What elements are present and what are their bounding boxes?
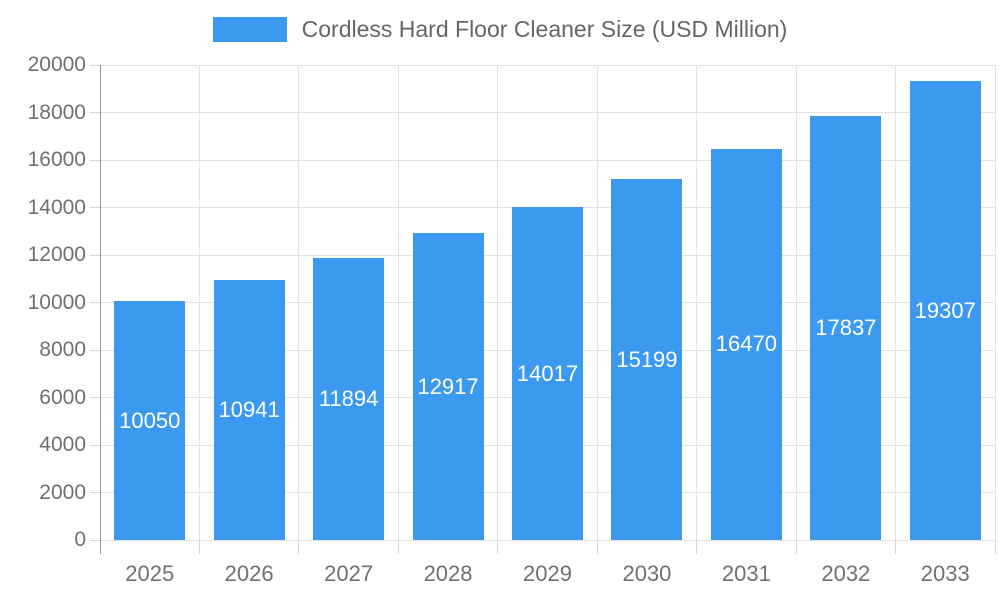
y-axis-tick xyxy=(90,444,100,446)
gridline-vertical xyxy=(596,65,598,540)
x-axis-label: 2025 xyxy=(125,561,175,586)
y-axis-label: 18000 xyxy=(27,100,86,124)
y-axis-label: 16000 xyxy=(27,148,86,171)
x-axis-label: 2029 xyxy=(523,561,572,586)
y-axis-label: 12000 xyxy=(27,243,86,266)
y-axis-tick xyxy=(90,397,100,398)
y-axis-label: 2000 xyxy=(39,480,86,504)
x-axis-tick xyxy=(397,540,399,554)
x-axis-tick xyxy=(795,540,797,554)
y-axis-tick xyxy=(90,254,100,256)
x-axis-tick xyxy=(497,540,499,554)
y-axis-tick xyxy=(90,159,100,161)
x-axis-tick xyxy=(696,540,698,554)
x-axis-tick xyxy=(895,540,897,554)
x-axis-tick xyxy=(994,540,996,554)
bar: 16470 xyxy=(710,148,782,540)
gridline-vertical xyxy=(994,65,996,540)
legend-label: Cordless Hard Floor Cleaner Size (USD Mi… xyxy=(301,16,788,42)
bar: 10050 xyxy=(114,301,186,540)
gridline-vertical xyxy=(497,65,499,540)
gridline-vertical xyxy=(895,65,897,540)
y-axis-tick xyxy=(90,207,100,208)
bar-value-label: 12917 xyxy=(417,373,479,399)
bar: 17837 xyxy=(810,116,882,540)
gridline-vertical xyxy=(397,65,399,540)
bar: 11894 xyxy=(313,257,385,540)
gridline-vertical xyxy=(795,65,797,540)
y-axis-tick xyxy=(90,112,100,113)
gridline-vertical xyxy=(696,65,698,540)
y-axis-label: 10000 xyxy=(27,290,86,314)
bar: 10941 xyxy=(213,280,285,540)
x-axis-tick xyxy=(596,540,598,554)
y-axis-label: 6000 xyxy=(39,385,86,409)
x-axis-label: 2033 xyxy=(920,561,970,586)
bar: 15199 xyxy=(611,179,683,540)
y-axis-tick xyxy=(90,349,100,351)
bar-value-label: 10941 xyxy=(218,397,280,423)
y-axis-tick xyxy=(90,64,100,66)
gridline-horizontal xyxy=(100,159,995,161)
y-axis-tick xyxy=(90,539,100,541)
x-axis-label: 2028 xyxy=(423,561,473,586)
gridline-horizontal xyxy=(100,539,995,541)
bar: 19307 xyxy=(909,81,981,540)
bar-value-label: 11894 xyxy=(318,385,379,411)
x-axis-label: 2027 xyxy=(324,561,374,586)
x-axis-label: 2031 xyxy=(721,561,771,586)
x-axis-tick xyxy=(198,540,200,554)
x-axis-label: 2030 xyxy=(622,561,672,586)
y-axis-line xyxy=(99,65,101,554)
bar: 14017 xyxy=(512,207,583,540)
legend: Cordless Hard Floor Cleaner Size (USD Mi… xyxy=(0,16,1000,43)
gridline-vertical xyxy=(298,65,300,540)
bar-value-label: 14017 xyxy=(516,360,579,386)
bar-value-label: 15199 xyxy=(616,346,678,372)
y-axis-label: 20000 xyxy=(27,53,86,76)
bar: 12917 xyxy=(412,233,484,540)
x-axis-label: 2026 xyxy=(224,561,274,586)
x-axis-tick xyxy=(298,540,300,554)
gridline-horizontal xyxy=(100,112,995,113)
y-axis-label: 4000 xyxy=(39,433,86,456)
gridline-horizontal xyxy=(100,64,995,66)
gridline-vertical xyxy=(198,65,200,540)
y-axis-label: 0 xyxy=(74,528,86,551)
x-axis-label: 2032 xyxy=(821,561,871,586)
legend-item[interactable]: Cordless Hard Floor Cleaner Size (USD Mi… xyxy=(212,16,788,43)
y-axis-label: 8000 xyxy=(39,338,86,361)
bar-value-label: 10050 xyxy=(119,407,181,433)
bar-value-label: 19307 xyxy=(914,297,976,323)
y-axis-tick xyxy=(90,302,100,303)
bar-value-label: 16470 xyxy=(715,331,777,357)
bar-value-label: 17837 xyxy=(815,315,877,341)
y-axis-tick xyxy=(90,492,100,493)
y-axis-label: 14000 xyxy=(27,195,86,219)
legend-swatch-icon xyxy=(212,17,287,42)
